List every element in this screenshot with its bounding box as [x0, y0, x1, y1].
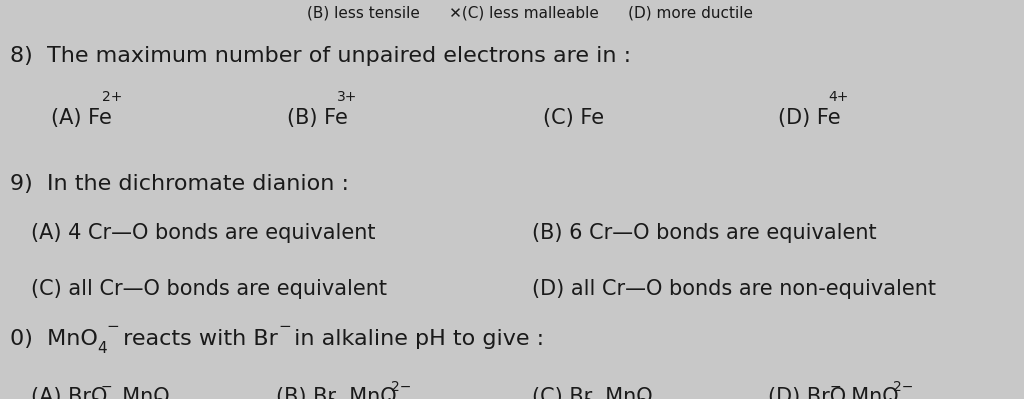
Text: 3+: 3+	[337, 90, 357, 104]
Text: 2−: 2−	[893, 380, 913, 394]
Text: (B) Fe: (B) Fe	[287, 108, 347, 128]
Text: 4: 4	[97, 341, 106, 356]
Text: (A) Fe: (A) Fe	[51, 108, 112, 128]
Text: in alkaline pH to give :: in alkaline pH to give :	[287, 329, 544, 349]
Text: −: −	[106, 319, 119, 334]
Text: 3: 3	[92, 397, 101, 399]
Text: −: −	[100, 380, 112, 394]
Text: 4: 4	[383, 397, 392, 399]
Text: (C) all Cr—O bonds are equivalent: (C) all Cr—O bonds are equivalent	[31, 279, 387, 299]
Text: 2: 2	[156, 397, 165, 399]
Text: reacts with Br: reacts with Br	[116, 329, 278, 349]
Text: 2: 2	[584, 397, 593, 399]
Text: (D) Fe: (D) Fe	[778, 108, 841, 128]
Text: 0)  MnO: 0) MnO	[10, 329, 98, 349]
Text: −: −	[829, 380, 841, 394]
Text: , MnO: , MnO	[336, 387, 396, 399]
Text: , MnO: , MnO	[592, 387, 652, 399]
Text: , MnO: , MnO	[838, 387, 898, 399]
Text: (B) 6 Cr—O bonds are equivalent: (B) 6 Cr—O bonds are equivalent	[532, 223, 878, 243]
Text: 4+: 4+	[828, 90, 849, 104]
Text: 9)  In the dichromate dianion :: 9) In the dichromate dianion :	[10, 174, 349, 194]
Text: (C) Br: (C) Br	[532, 387, 593, 399]
Text: (C) Fe: (C) Fe	[543, 108, 604, 128]
Text: (B) Br: (B) Br	[276, 387, 337, 399]
Text: (D) BrO: (D) BrO	[768, 387, 846, 399]
Text: 8)  The maximum number of unpaired electrons are in :: 8) The maximum number of unpaired electr…	[10, 46, 632, 66]
Text: (B) less tensile      ✕(C) less malleable      (D) more ductile: (B) less tensile ✕(C) less malleable (D)…	[307, 6, 754, 21]
Text: (A) BrO: (A) BrO	[31, 387, 108, 399]
Text: 2+: 2+	[101, 90, 122, 104]
Text: 4: 4	[885, 397, 894, 399]
Text: 2: 2	[328, 397, 337, 399]
Text: −: −	[279, 319, 291, 334]
Text: 2−: 2−	[391, 380, 412, 394]
Text: 2: 2	[639, 397, 648, 399]
Text: (D) all Cr—O bonds are non-equivalent: (D) all Cr—O bonds are non-equivalent	[532, 279, 937, 299]
Text: , MnO: , MnO	[109, 387, 169, 399]
Text: (A) 4 Cr—O bonds are equivalent: (A) 4 Cr—O bonds are equivalent	[31, 223, 375, 243]
